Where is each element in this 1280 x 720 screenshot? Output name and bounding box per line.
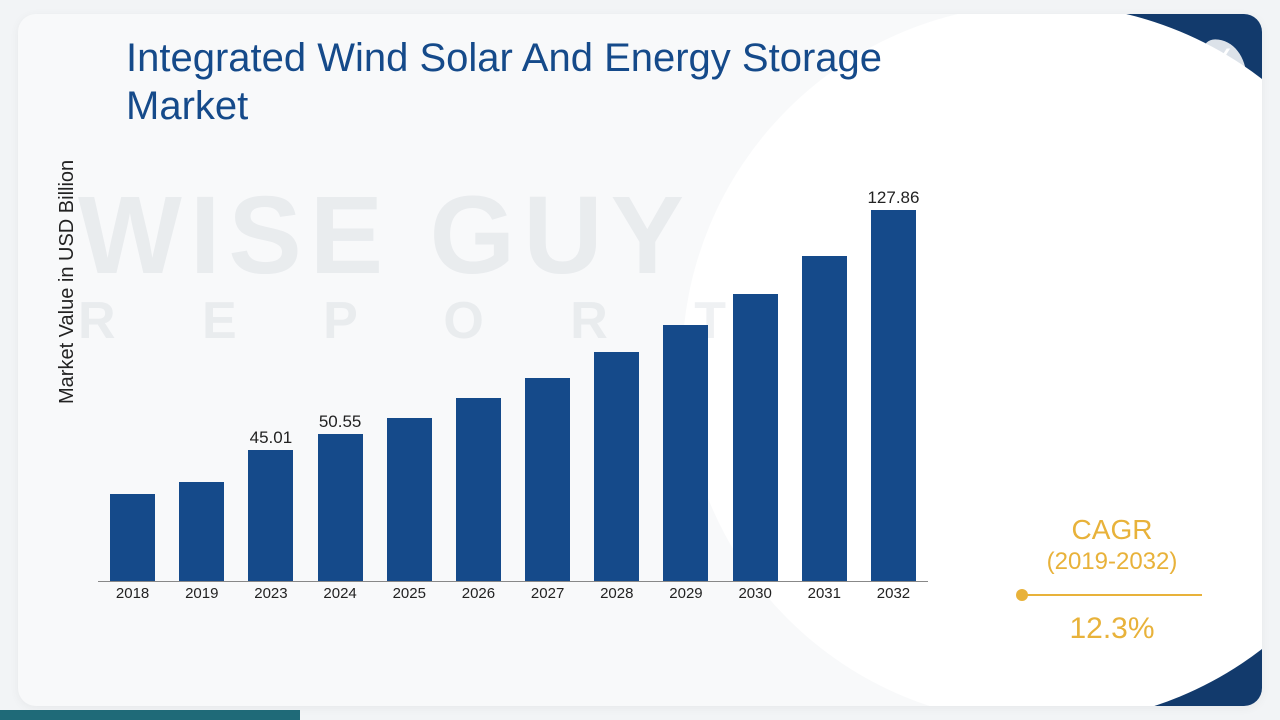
bar [179, 482, 224, 581]
bar-slot [444, 398, 513, 581]
bar [871, 210, 916, 581]
x-tick-label: 2018 [98, 585, 167, 609]
bar-slot [651, 325, 720, 581]
bar [663, 325, 708, 581]
bar-slot [721, 294, 790, 581]
brand-subtitle: REPORTS [1054, 79, 1232, 96]
bar [248, 450, 293, 581]
bar [110, 494, 155, 581]
x-tick-label: 2030 [721, 585, 790, 609]
bar [318, 434, 363, 581]
bar-slot [167, 482, 236, 581]
bar [525, 378, 570, 581]
cagr-label: CAGR [1002, 514, 1222, 546]
bar-value-label: 45.01 [250, 428, 293, 448]
x-tick-label: 2025 [375, 585, 444, 609]
cagr-years: (2019-2032) [1002, 548, 1222, 576]
cagr-block: CAGR (2019-2032) 12.3% [1002, 514, 1222, 646]
x-tick-label: 2024 [306, 585, 375, 609]
bar-slot [98, 494, 167, 581]
bar-slot: 45.01 [236, 450, 305, 581]
report-card: Integrated Wind Solar And Energy Storage… [18, 14, 1262, 706]
cagr-divider [1022, 594, 1202, 596]
y-axis-label: Market Value in USD Billion [56, 160, 79, 404]
bar-slot [582, 352, 651, 581]
bar [456, 398, 501, 581]
bar-value-label: 50.55 [319, 412, 362, 432]
cagr-value: 12.3% [1002, 612, 1222, 646]
chart-title: Integrated Wind Solar And Energy Storage… [126, 34, 886, 130]
x-tick-label: 2023 [236, 585, 305, 609]
bar [733, 294, 778, 581]
bar-slot: 50.55 [306, 434, 375, 581]
x-tick-label: 2028 [582, 585, 651, 609]
bars-container: 45.0150.55127.86 [98, 189, 928, 581]
bar-chart: 45.0150.55127.86 20182019202320242025202… [98, 189, 928, 609]
x-tick-label: 2026 [444, 585, 513, 609]
bar-slot [513, 378, 582, 581]
x-tick-label: 2032 [859, 585, 928, 609]
x-tick-label: 2029 [651, 585, 720, 609]
bar-slot [790, 256, 859, 581]
bar [802, 256, 847, 581]
brand-logo: WISE GUY REPORTS [1054, 42, 1232, 96]
x-axis-line [98, 581, 928, 582]
brand-name: WISE GUY [1054, 42, 1232, 81]
bar-slot: 127.86 [859, 210, 928, 581]
bar [387, 418, 432, 581]
x-labels-row: 2018201920232024202520262027202820292030… [98, 585, 928, 609]
bar-slot [375, 418, 444, 581]
x-tick-label: 2031 [790, 585, 859, 609]
bar-value-label: 127.86 [867, 188, 919, 208]
x-tick-label: 2027 [513, 585, 582, 609]
footer-accent-strip [0, 710, 300, 720]
bar [594, 352, 639, 581]
x-tick-label: 2019 [167, 585, 236, 609]
